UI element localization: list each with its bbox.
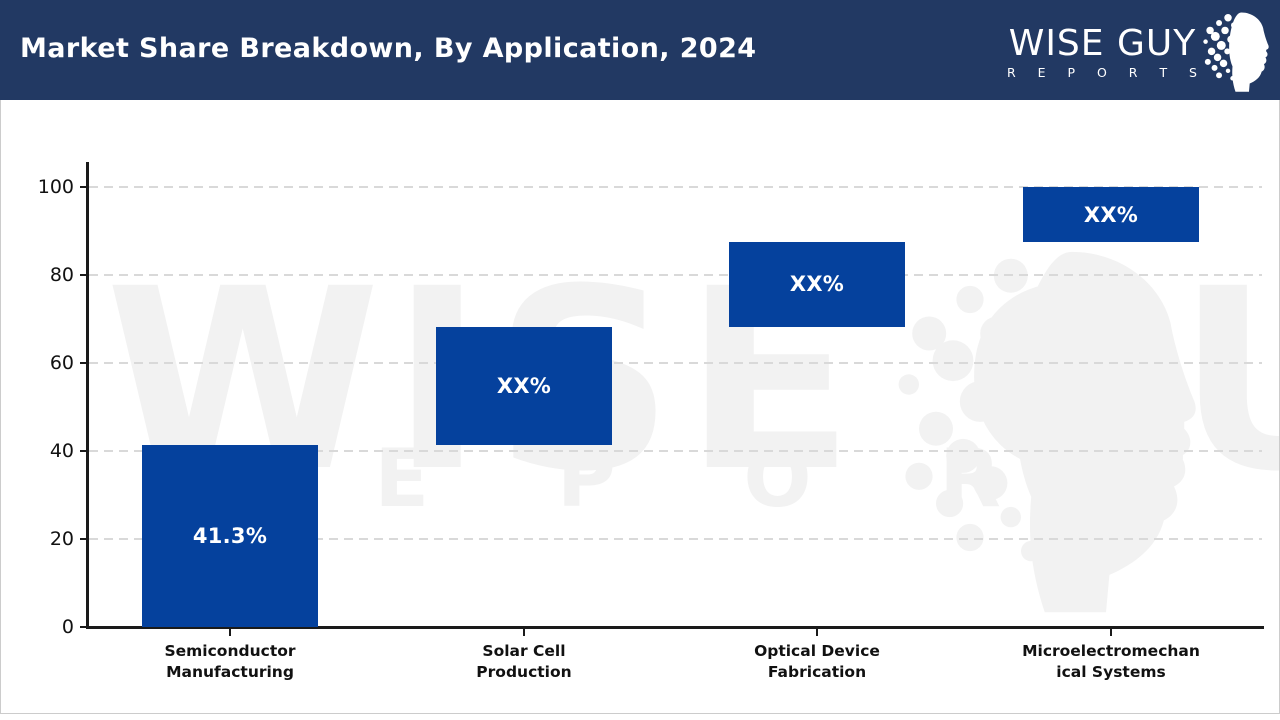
gridline-80 bbox=[89, 274, 1262, 276]
bar-value-label: XX% bbox=[789, 272, 845, 297]
x-category-label-line: Optical Device bbox=[754, 642, 880, 660]
logo-text: WISE GUY R E P O R T S bbox=[999, 23, 1206, 80]
y-tick-80 bbox=[80, 274, 88, 276]
bar-semiconductor-manufacturing: 41.3% bbox=[142, 445, 318, 627]
y-tick-label-20: 20 bbox=[49, 528, 74, 550]
x-category-label-line: Semiconductor bbox=[164, 642, 296, 660]
page-title: Market Share Breakdown, By Application, … bbox=[20, 33, 757, 64]
watermark-head-icon bbox=[898, 251, 1196, 613]
x-category-label-line: Fabrication bbox=[767, 663, 867, 681]
y-tick-60 bbox=[80, 362, 88, 364]
gridline-100 bbox=[89, 186, 1262, 188]
bar-value-label: 41.3% bbox=[192, 524, 268, 549]
logo-reports-text: R E P O R T S bbox=[1006, 64, 1206, 80]
y-tick-label-0: 0 bbox=[61, 616, 74, 638]
x-tick-solar-cell-production bbox=[523, 629, 525, 636]
logo-wordmark: WISE GUY bbox=[1008, 22, 1197, 64]
gridline-60 bbox=[89, 362, 1262, 364]
bar-value-label: XX% bbox=[496, 374, 552, 399]
logo-head-icon bbox=[1203, 12, 1269, 92]
x-tick-optical-device-fabrication bbox=[816, 629, 818, 636]
x-category-label-semiconductor-manufacturing: Semiconductor Manufacturing bbox=[82, 641, 378, 687]
x-category-label-solar-cell-production: Solar Cell Production bbox=[376, 641, 672, 687]
x-category-label-line: ical Systems bbox=[1056, 663, 1166, 681]
x-category-label-line: Microelectromechan bbox=[1022, 642, 1200, 660]
x-category-label-line: Solar Cell bbox=[482, 642, 566, 660]
y-tick-label-60: 60 bbox=[49, 352, 74, 374]
y-axis-line bbox=[86, 162, 89, 629]
x-tick-semiconductor-manufacturing bbox=[229, 629, 231, 636]
y-tick-label-100: 100 bbox=[37, 176, 74, 198]
y-tick-100 bbox=[80, 186, 88, 188]
x-category-label-optical-device-fabrication: Optical Device Fabrication bbox=[669, 641, 965, 687]
x-category-label-line: Production bbox=[476, 663, 572, 681]
bar-optical-device-fabrication: XX% bbox=[729, 242, 905, 327]
logo: WISE GUY R E P O R T S bbox=[999, 5, 1272, 97]
bar-value-label: XX% bbox=[1083, 202, 1139, 227]
x-tick-microelectromechanical-systems bbox=[1110, 629, 1112, 636]
y-tick-0 bbox=[80, 626, 88, 628]
gridline-40 bbox=[89, 450, 1262, 452]
y-tick-label-40: 40 bbox=[49, 440, 74, 462]
gridline-20 bbox=[89, 538, 1262, 540]
bar-microelectromechanical-systems: XX% bbox=[1023, 187, 1199, 242]
x-axis-line bbox=[86, 626, 1264, 629]
bar-solar-cell-production: XX% bbox=[436, 326, 612, 446]
y-tick-20 bbox=[80, 538, 88, 540]
header-bar: Market Share Breakdown, By Application, … bbox=[0, 0, 1280, 100]
y-tick-label-80: 80 bbox=[49, 264, 74, 286]
x-category-label-microelectromechanical-systems: Microelectromechan ical Systems bbox=[963, 641, 1259, 687]
x-category-label-line: Manufacturing bbox=[166, 663, 294, 681]
y-tick-40 bbox=[80, 450, 88, 452]
